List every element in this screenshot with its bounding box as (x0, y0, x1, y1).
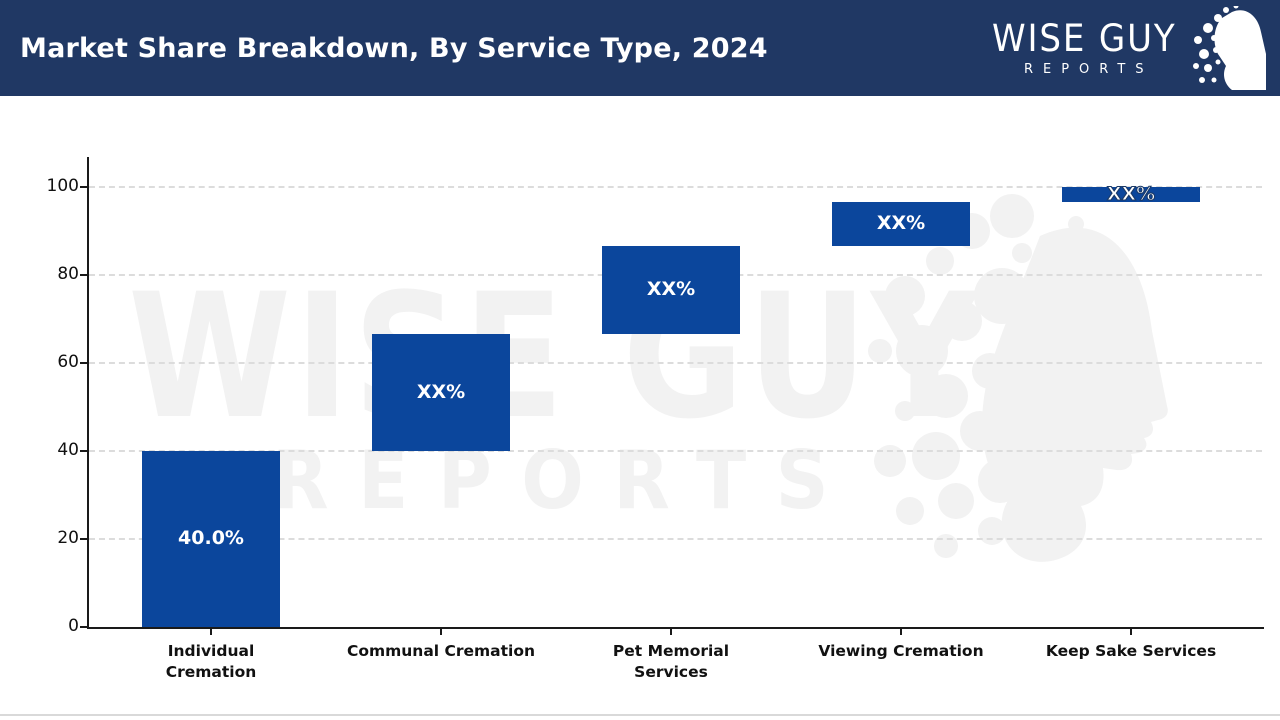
y-tick-label: 80 (57, 264, 79, 284)
watermark-wordmark: WISE GUY (128, 256, 982, 457)
y-tick-label: 100 (46, 176, 79, 196)
gridline (89, 186, 1262, 188)
x-tick (900, 629, 902, 635)
header-bar: Market Share Breakdown, By Service Type,… (0, 0, 1280, 96)
y-tick (80, 450, 88, 452)
logo-text: WISE GUY REPORTS (984, 20, 1184, 76)
x-category-label: Communal Cremation (326, 641, 556, 662)
y-tick-label: 60 (57, 352, 79, 372)
y-tick-label: 0 (68, 616, 79, 636)
plot-area: 0 20 40 60 80 100 40.0% Individual Cremation XX% C… (47, 157, 1264, 681)
x-tick (670, 629, 672, 635)
x-category-label-line: Communal Cremation (346, 642, 536, 660)
x-axis-line (87, 627, 1264, 629)
x-category-label-line: Pet Memorial (612, 642, 730, 660)
logo-wordmark: WISE GUY (991, 17, 1176, 60)
bar-value-label: XX% (416, 380, 466, 403)
bar-keep-sake-services (1062, 187, 1200, 203)
gridline (89, 450, 1262, 452)
x-tick (210, 629, 212, 635)
y-tick-label: 20 (57, 528, 79, 548)
bar-value-label: XX% (1106, 182, 1156, 205)
x-category-label: Keep Sake Services (1016, 641, 1246, 662)
y-tick-label: 40 (57, 440, 79, 460)
x-category-label-line: Cremation (165, 663, 257, 682)
y-tick (80, 274, 88, 276)
x-category-label-line: Services (634, 663, 708, 682)
x-category-label-line: Keep Sake Services (1045, 642, 1217, 660)
wiseguy-logo: WISE GUY REPORTS (984, 6, 1266, 90)
y-axis-line (87, 157, 89, 629)
x-category-label-line: Individual (167, 642, 255, 660)
x-tick (440, 629, 442, 635)
bar-value-label: XX% (876, 212, 926, 235)
y-tick (80, 186, 88, 188)
gridline (89, 538, 1262, 540)
bar-individual-cremation (142, 451, 280, 627)
x-category-label: Pet Memorial Services (556, 641, 786, 684)
x-category-label-line: Viewing Cremation (818, 642, 984, 660)
logo-subtitle: REPORTS (1023, 62, 1154, 77)
watermark: WISE GUY REPORTS (0, 96, 1280, 716)
x-category-label: Individual Cremation (96, 641, 326, 684)
bottom-divider (0, 714, 1280, 716)
watermark-subtitle: REPORTS (272, 434, 859, 527)
gridline (89, 362, 1262, 364)
bar-value-label: XX% (646, 278, 696, 301)
bar-pet-memorial-services (602, 246, 740, 335)
logo-head-icon (1193, 6, 1266, 90)
bar-communal-cremation (372, 334, 510, 451)
y-tick (80, 538, 88, 540)
page-title: Market Share Breakdown, By Service Type,… (20, 32, 768, 64)
y-tick (80, 362, 88, 364)
x-category-label: Viewing Cremation (786, 641, 1016, 662)
y-tick (80, 626, 88, 628)
bar-viewing-cremation (832, 202, 970, 247)
bar-value-label: 40.0% (178, 527, 244, 549)
x-tick (1130, 629, 1132, 635)
